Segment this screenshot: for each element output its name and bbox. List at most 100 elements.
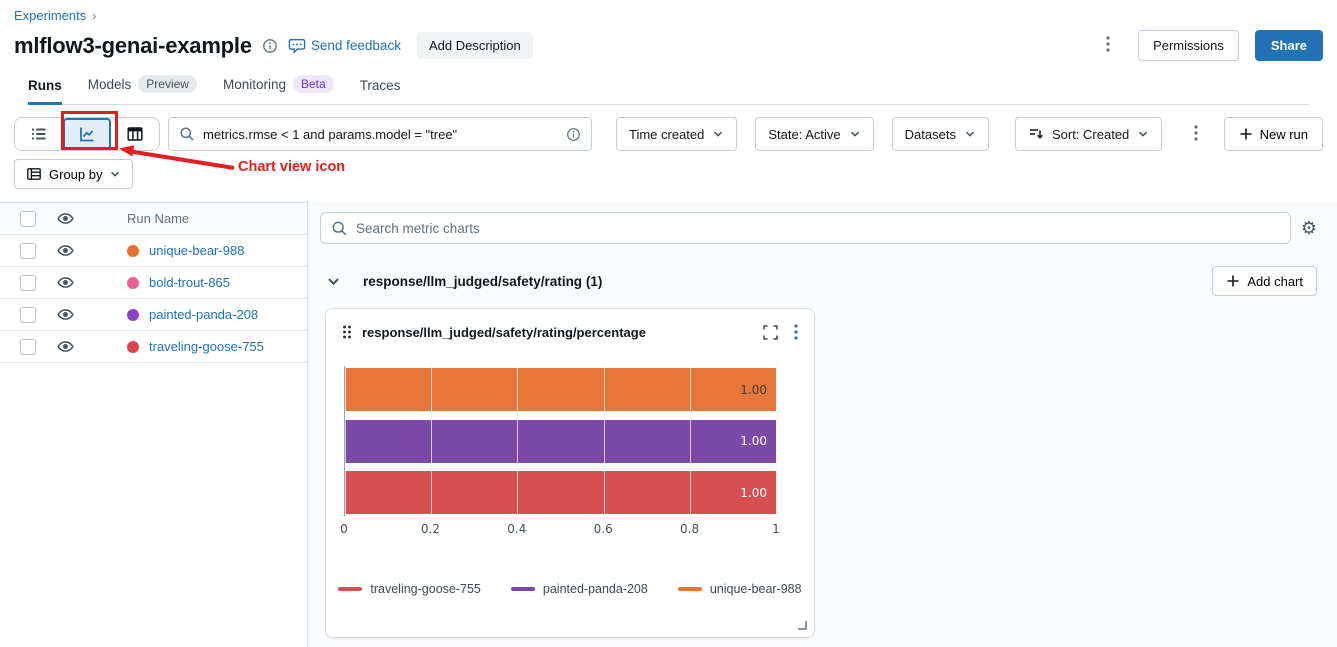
- row-checkbox[interactable]: [20, 242, 36, 259]
- speech-bubble-icon: [288, 38, 306, 54]
- chart-settings-gear-icon[interactable]: ⚙: [1300, 218, 1317, 238]
- chevron-down-icon: [714, 131, 723, 137]
- state-filter-dropdown[interactable]: State: Active: [755, 117, 874, 151]
- visibility-eye-icon[interactable]: [57, 274, 74, 291]
- gridline: [689, 363, 691, 516]
- x-tick-label: 1: [772, 522, 780, 536]
- metric-chart-card: response/llm_judged/safety/rating/percen…: [325, 308, 815, 638]
- legend-dash-icon: [510, 587, 535, 591]
- gridline: [603, 363, 605, 516]
- list-view-button[interactable]: [15, 118, 63, 150]
- metric-charts-search-input[interactable]: [356, 220, 1280, 236]
- tab-runs[interactable]: Runs: [28, 78, 62, 105]
- legend-label: traveling-goose-755: [370, 582, 481, 596]
- legend-label: unique-bear-988: [709, 582, 802, 596]
- plus-icon: [1240, 128, 1252, 140]
- time-created-dropdown[interactable]: Time created: [616, 117, 738, 151]
- sort-icon: [1029, 129, 1043, 139]
- chart-bars: 1.00 1.00 1.00: [345, 366, 776, 516]
- preview-badge: Preview: [138, 75, 197, 93]
- beta-badge: Beta: [293, 75, 334, 93]
- section-collapse-chevron-icon[interactable]: [326, 274, 341, 289]
- expand-chart-icon[interactable]: [763, 324, 778, 340]
- run-name-link[interactable]: unique-bear-988: [149, 243, 245, 258]
- legend-dash-icon: [338, 587, 363, 591]
- table-view-button[interactable]: [111, 118, 159, 150]
- permissions-button[interactable]: Permissions: [1138, 30, 1239, 61]
- tab-traces[interactable]: Traces: [359, 78, 401, 93]
- bar-value-label: 1.00: [740, 485, 767, 500]
- metric-charts-search-box: [320, 212, 1291, 244]
- row-checkbox[interactable]: [20, 338, 36, 355]
- runs-toolbar: Time created State: Active Datasets Sort…: [14, 117, 1323, 151]
- header-kebab-menu-button[interactable]: [1100, 32, 1116, 59]
- run-name-link[interactable]: bold-trout-865: [149, 275, 230, 290]
- runs-table-body: unique-bear-988 bold-trout-865 painted-pan…: [0, 235, 307, 363]
- page-header: Experiments › mlflow3-genai-example Send…: [0, 0, 1337, 105]
- search-icon: [332, 221, 347, 235]
- runs-search-input[interactable]: [203, 126, 558, 142]
- chevron-down-icon: [111, 171, 120, 177]
- visibility-eye-icon[interactable]: [57, 306, 74, 323]
- run-name-link[interactable]: traveling-goose-755: [149, 339, 264, 354]
- chart-x-axis: 0 0.2 0.4 0.6 0.8 1: [340, 522, 780, 540]
- select-all-checkbox[interactable]: [20, 210, 36, 227]
- table-row: painted-panda-208: [0, 299, 307, 331]
- bar-value-label: 1.00: [740, 434, 767, 448]
- breadcrumb: Experiments ›: [14, 8, 1323, 23]
- drag-handle-icon[interactable]: [342, 324, 352, 340]
- group-by-dropdown[interactable]: Group by: [14, 159, 134, 189]
- search-info-icon[interactable]: [566, 127, 581, 142]
- x-tick-label: 0.4: [507, 522, 527, 536]
- tab-models[interactable]: Models Preview: [88, 75, 197, 104]
- table-row: traveling-goose-755: [0, 331, 307, 363]
- visibility-eye-icon[interactable]: [57, 338, 74, 355]
- bar-chart-plot-area: 1.00 1.00 1.00: [344, 363, 777, 516]
- legend-item[interactable]: painted-panda-208: [510, 582, 648, 596]
- gridline: [345, 363, 346, 516]
- runs-table-header-row: Run Name: [0, 203, 307, 235]
- charts-panel: ⚙ response/llm_judged/safety/rating (1) …: [308, 202, 1337, 647]
- run-name-link[interactable]: painted-panda-208: [149, 307, 259, 322]
- view-mode-segmented-control: [14, 117, 160, 151]
- run-color-dot: [127, 340, 139, 353]
- toolbar-kebab-menu-button[interactable]: [1188, 121, 1204, 148]
- chevron-down-icon: [965, 131, 974, 137]
- legend-dash-icon: [677, 587, 702, 591]
- tab-bar: Runs Models Preview Monitoring Beta Traces: [28, 75, 1309, 105]
- add-description-button[interactable]: Add Description: [416, 32, 533, 59]
- run-color-dot: [127, 244, 139, 257]
- legend-item[interactable]: traveling-goose-755: [338, 582, 481, 596]
- new-run-button[interactable]: New run: [1223, 117, 1323, 151]
- chart-resize-handle[interactable]: [798, 621, 807, 630]
- sort-dropdown[interactable]: Sort: Created: [1014, 117, 1163, 151]
- legend-label: painted-panda-208: [542, 582, 648, 596]
- add-chart-button[interactable]: Add chart: [1212, 266, 1317, 296]
- breadcrumb-experiments-link[interactable]: Experiments: [14, 8, 87, 23]
- share-button[interactable]: Share: [1254, 30, 1323, 61]
- legend-item[interactable]: unique-bear-988: [677, 582, 802, 596]
- bar-painted-panda-208: 1.00: [345, 419, 776, 463]
- chevron-down-icon: [1139, 131, 1148, 137]
- visibility-eye-icon[interactable]: [57, 210, 74, 227]
- chevron-down-icon: [850, 131, 859, 137]
- info-icon[interactable]: [260, 36, 280, 56]
- row-checkbox[interactable]: [20, 274, 36, 291]
- plus-icon: [1227, 275, 1239, 287]
- gridline: [431, 363, 433, 516]
- row-checkbox[interactable]: [20, 306, 36, 323]
- datasets-dropdown[interactable]: Datasets: [891, 117, 989, 151]
- chart-kebab-menu-icon[interactable]: [794, 324, 798, 340]
- x-tick-label: 0.6: [593, 522, 613, 536]
- tab-monitoring[interactable]: Monitoring Beta: [223, 75, 334, 104]
- gridline: [517, 363, 519, 516]
- kebab-icon: [1106, 36, 1110, 52]
- chart-legend: traveling-goose-755 painted-panda-208 uniq…: [326, 582, 814, 596]
- chart-view-button[interactable]: [63, 118, 111, 150]
- table-row: bold-trout-865: [0, 267, 307, 299]
- run-name-column-header: Run Name: [127, 211, 190, 226]
- send-feedback-link[interactable]: Send feedback: [288, 38, 401, 54]
- search-icon: [180, 127, 194, 141]
- visibility-eye-icon[interactable]: [57, 242, 74, 259]
- bar-traveling-goose-755: 1.00: [345, 471, 776, 514]
